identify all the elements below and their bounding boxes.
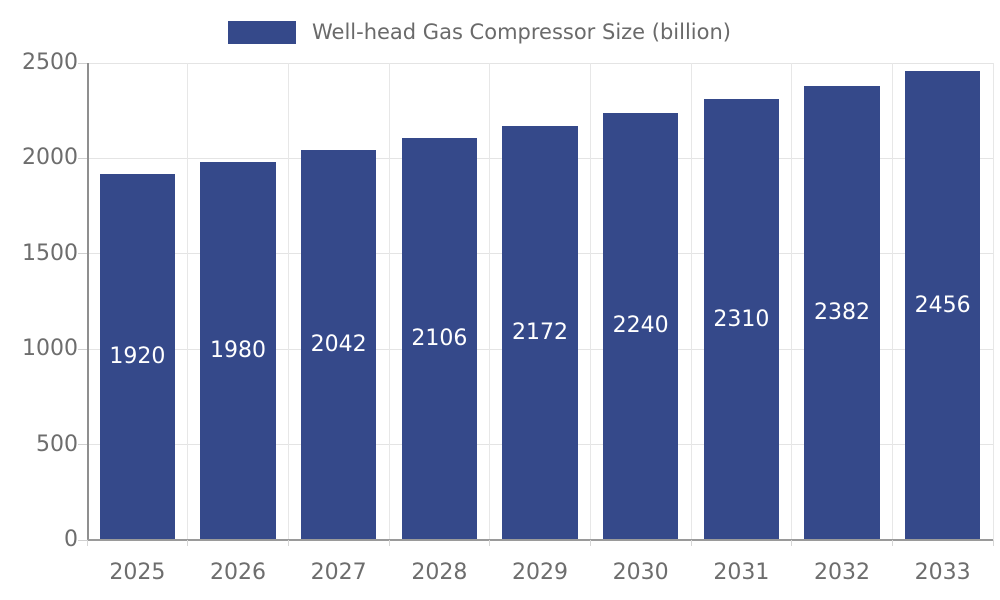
- gridline-horizontal: [87, 62, 993, 64]
- y-axis-tick: [78, 62, 87, 64]
- x-axis-tick-label: 2032: [814, 560, 870, 585]
- x-axis-tick: [589, 540, 591, 546]
- gridline-vertical: [992, 63, 994, 540]
- x-axis-tick: [86, 540, 88, 546]
- x-axis-tick-label: 2033: [914, 560, 971, 585]
- bar-value-label: 2456: [914, 292, 971, 318]
- y-axis-tick: [78, 157, 87, 159]
- bar: 2042: [300, 150, 377, 540]
- y-axis-tick-label: 0: [64, 527, 78, 552]
- bar: 2240: [602, 112, 679, 540]
- x-axis-tick: [287, 540, 289, 546]
- bar: 2456: [904, 71, 981, 540]
- x-axis-tick-label: 2025: [109, 560, 166, 585]
- gridline-vertical: [187, 63, 189, 540]
- gridline-vertical: [690, 63, 692, 540]
- bar: 2106: [401, 138, 478, 540]
- x-axis-tick: [388, 540, 390, 546]
- x-axis-tick: [992, 540, 994, 546]
- x-axis-line: [87, 539, 993, 541]
- y-axis-tick-label: 500: [36, 431, 78, 457]
- bar: 2382: [804, 85, 880, 540]
- gridline-vertical: [287, 63, 289, 540]
- legend: Well-head Gas Compressor Size (billion): [228, 18, 731, 46]
- legend-swatch: [228, 20, 296, 44]
- bar: 1980: [200, 162, 276, 540]
- x-axis-tick-label: 2030: [612, 560, 669, 585]
- bar-value-label: 1920: [109, 343, 166, 369]
- y-axis-line: [87, 63, 89, 540]
- bar-value-label: 2240: [612, 313, 669, 339]
- bar-value-label: 2172: [512, 319, 568, 345]
- y-axis-tick: [78, 348, 87, 350]
- bar: 2310: [703, 99, 780, 540]
- x-axis-tick-label: 2029: [512, 560, 568, 585]
- x-axis-tick: [891, 540, 893, 546]
- gridline-vertical: [891, 63, 893, 540]
- x-axis-tick-label: 2031: [713, 560, 770, 585]
- bar-value-label: 2106: [411, 326, 468, 352]
- y-axis-tick-label: 1000: [22, 336, 78, 362]
- bar: 2172: [502, 125, 578, 540]
- x-axis-tick: [791, 540, 793, 546]
- legend-label: Well-head Gas Compressor Size (billion): [312, 20, 731, 44]
- x-axis-tick: [690, 540, 692, 546]
- gridline-vertical: [388, 63, 390, 540]
- gridline-vertical: [589, 63, 591, 540]
- bar-value-label: 1980: [210, 338, 266, 364]
- x-axis-tick-label: 2027: [310, 560, 367, 585]
- y-axis-tick: [78, 539, 87, 541]
- y-axis-tick-label: 2500: [22, 50, 78, 75]
- x-axis-tick-label: 2028: [411, 560, 468, 585]
- y-axis-tick: [78, 253, 87, 255]
- bar-value-label: 2042: [310, 332, 367, 358]
- y-axis-tick-label: 2000: [22, 145, 78, 171]
- y-axis-tick-label: 1500: [22, 240, 78, 266]
- x-axis-tick: [489, 540, 491, 546]
- bar: 1920: [99, 173, 176, 540]
- x-axis-tick: [187, 540, 189, 546]
- x-axis-tick-label: 2026: [210, 560, 266, 585]
- gridline-vertical: [791, 63, 793, 540]
- plot-area: 1920 1980 2042 2106 2172 2240 2310 2382 2456: [87, 62, 994, 540]
- gridline-vertical: [489, 63, 491, 540]
- bar-value-label: 2382: [814, 299, 870, 325]
- bar-value-label: 2310: [713, 306, 770, 332]
- y-axis-tick: [78, 444, 87, 446]
